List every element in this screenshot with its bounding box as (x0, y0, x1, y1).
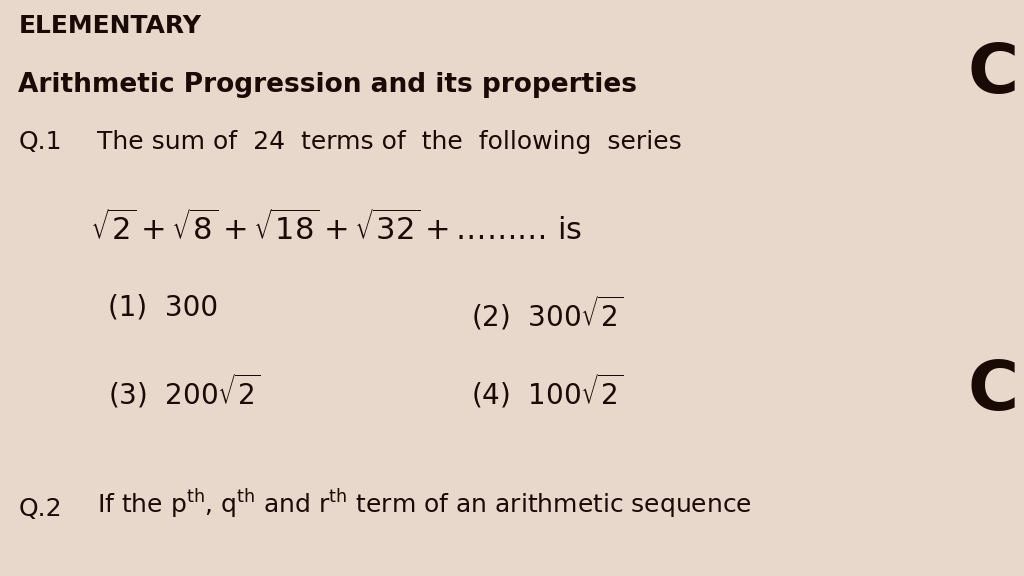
Text: C: C (968, 357, 1019, 424)
Text: Q.1: Q.1 (18, 130, 61, 154)
Text: (1)  300: (1) 300 (108, 294, 218, 322)
Text: (4)  $100\sqrt{2}$: (4) $100\sqrt{2}$ (471, 372, 624, 410)
Text: The sum of  24  terms of  the  following  series: The sum of 24 terms of the following ser… (97, 130, 682, 154)
Text: $\sqrt{2}+\sqrt{8}+\sqrt{18}+\sqrt{32}+\ldots\ldots\ldots$ is: $\sqrt{2}+\sqrt{8}+\sqrt{18}+\sqrt{32}+\… (90, 210, 582, 246)
Text: C: C (968, 40, 1019, 107)
Text: ELEMENTARY: ELEMENTARY (18, 14, 202, 39)
Text: (2)  $300\sqrt{2}$: (2) $300\sqrt{2}$ (471, 294, 624, 332)
Text: If the $\mathrm{p}^{\mathrm{th}}$, $\mathrm{q}^{\mathrm{th}}$ and $\mathrm{r}^{\: If the $\mathrm{p}^{\mathrm{th}}$, $\mat… (97, 488, 753, 521)
Text: (3)  $200\sqrt{2}$: (3) $200\sqrt{2}$ (108, 372, 260, 410)
Text: Q.2: Q.2 (18, 497, 62, 521)
Text: Arithmetic Progression and its properties: Arithmetic Progression and its propertie… (18, 72, 637, 98)
